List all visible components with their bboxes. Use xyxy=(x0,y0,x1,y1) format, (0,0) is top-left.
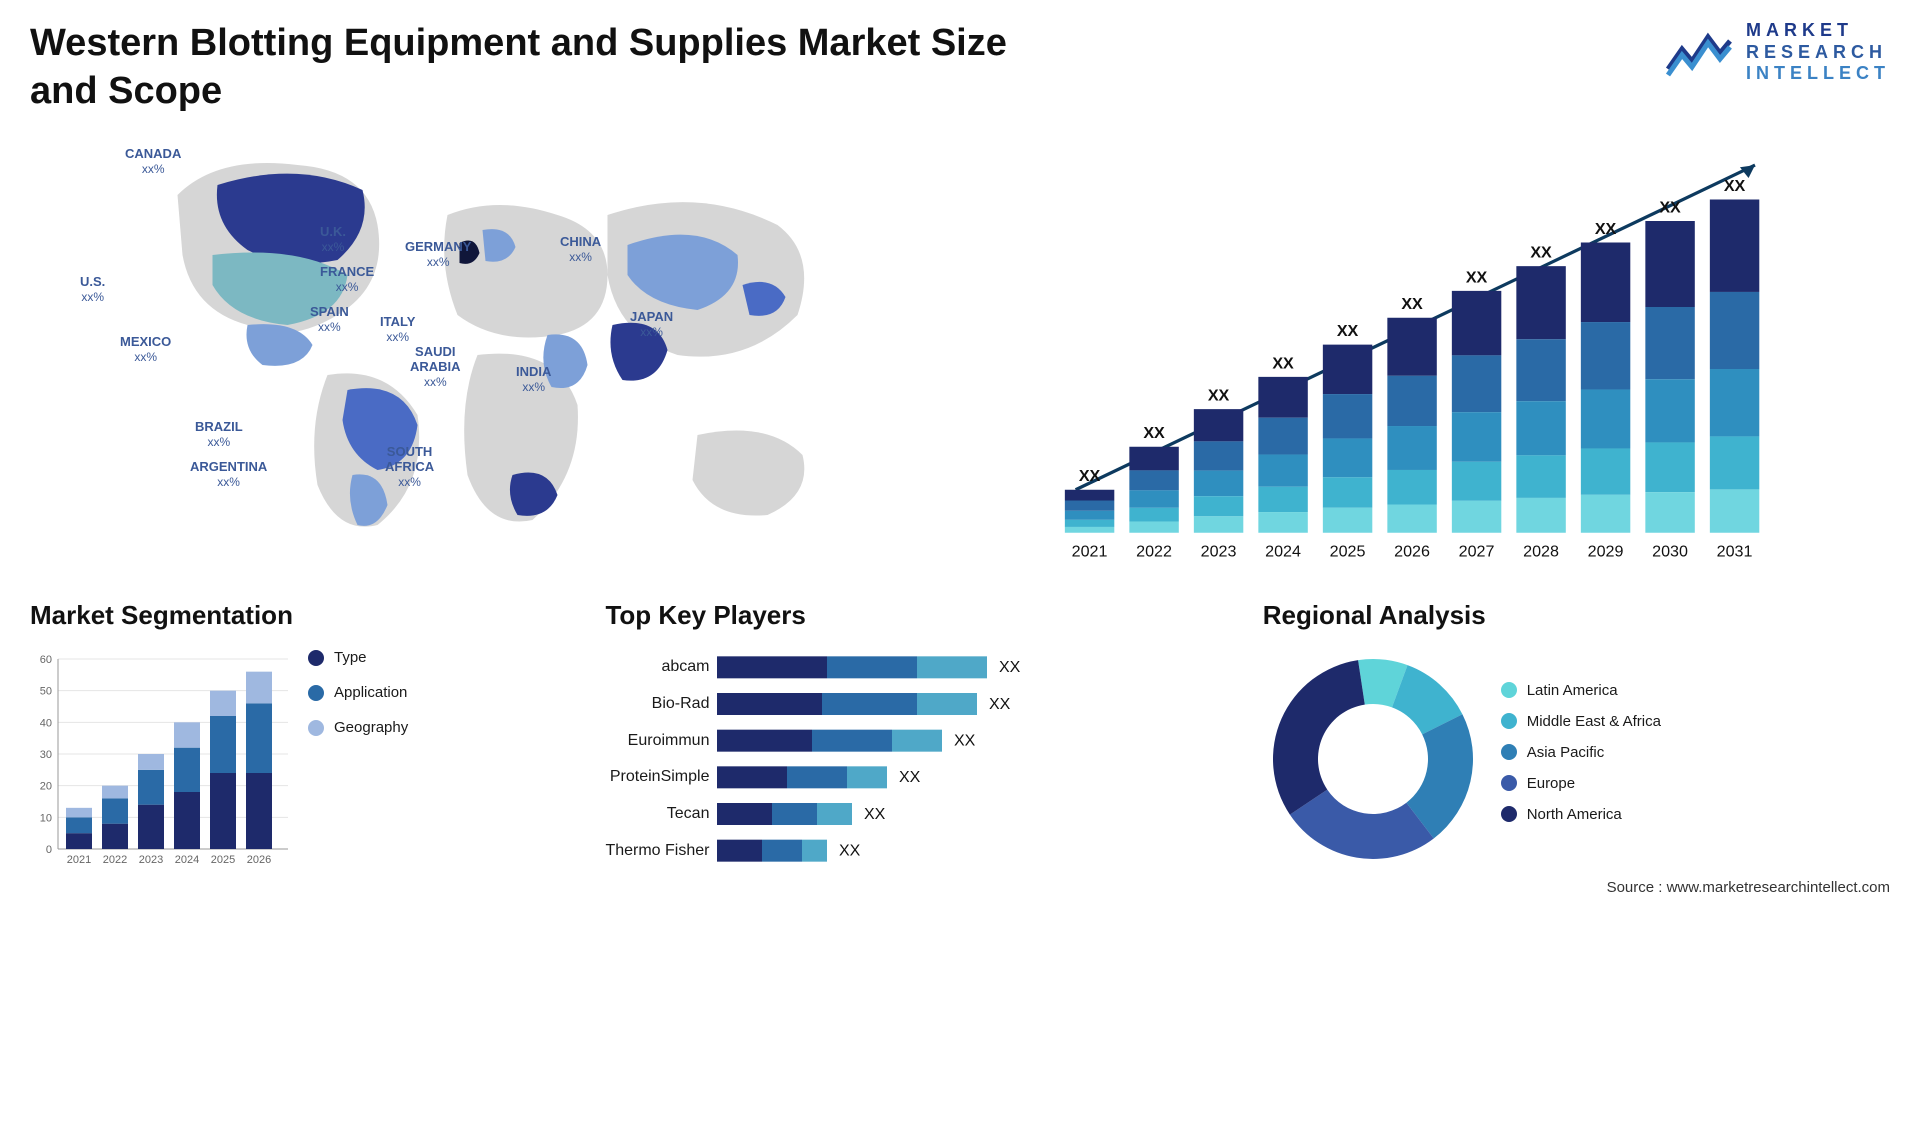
logo-line3: INTELLECT xyxy=(1746,63,1890,85)
svg-text:2030: 2030 xyxy=(1652,542,1688,560)
svg-text:2021: 2021 xyxy=(1072,542,1108,560)
page-title: Western Blotting Equipment and Supplies … xyxy=(30,20,1030,115)
svg-text:2026: 2026 xyxy=(247,854,271,866)
svg-text:XX: XX xyxy=(1143,424,1165,442)
svg-text:2027: 2027 xyxy=(1459,542,1495,560)
map-label: INDIAxx% xyxy=(516,365,551,395)
map-label: CHINAxx% xyxy=(560,235,601,265)
svg-text:XX: XX xyxy=(899,769,921,786)
map-label: ITALYxx% xyxy=(380,315,415,345)
regional-legend: Latin America Middle East & Africa Asia Pa… xyxy=(1501,682,1661,837)
map-label: U.K.xx% xyxy=(320,225,346,255)
legend-item: Latin America xyxy=(1501,682,1661,699)
map-label: U.S.xx% xyxy=(80,275,105,305)
main-bar-svg: XX 2021 XX 2022 XX 2023 XX 2024 XX 2025 XX 2026 XX 20… xyxy=(975,135,1890,565)
svg-text:2022: 2022 xyxy=(103,854,127,866)
svg-text:60: 60 xyxy=(40,654,52,666)
map-label: SAUDIARABIAxx% xyxy=(410,345,461,390)
map-label: FRANCExx% xyxy=(320,265,374,295)
regional-title: Regional Analysis xyxy=(1263,600,1890,631)
svg-text:2026: 2026 xyxy=(1394,542,1430,560)
svg-text:XX: XX xyxy=(1337,322,1359,340)
svg-text:40: 40 xyxy=(40,717,52,729)
legend-item: Type xyxy=(308,649,408,666)
map-label: CANADAxx% xyxy=(125,147,181,177)
svg-text:2021: 2021 xyxy=(67,854,91,866)
svg-text:2028: 2028 xyxy=(1523,542,1559,560)
svg-text:2029: 2029 xyxy=(1588,542,1624,560)
map-label: ARGENTINAxx% xyxy=(190,460,267,490)
source-text: Source : www.marketresearchintellect.com xyxy=(30,879,1890,896)
svg-text:XX: XX xyxy=(999,659,1021,676)
legend-item: Application xyxy=(308,684,408,701)
svg-text:XX: XX xyxy=(1272,354,1294,372)
svg-text:XX: XX xyxy=(1595,220,1617,238)
player-label: Thermo Fisher xyxy=(605,842,709,860)
svg-text:50: 50 xyxy=(40,686,52,698)
segmentation-legend: Type Application Geography xyxy=(308,649,408,869)
segmentation-chart: 0 10 20 30 40 50 60 2021 2022 2023 2024 2025 2026 xyxy=(30,649,290,869)
players-chart: XX XX XX XX XX XX xyxy=(717,649,1057,869)
map-label: BRAZILxx% xyxy=(195,420,243,450)
svg-text:XX: XX xyxy=(1466,268,1488,286)
segmentation-title: Market Segmentation xyxy=(30,600,575,631)
logo-line2: RESEARCH xyxy=(1746,42,1890,64)
map-label: MEXICOxx% xyxy=(120,335,171,365)
logo-icon xyxy=(1664,25,1734,79)
map-label: GERMANYxx% xyxy=(405,240,471,270)
svg-text:XX: XX xyxy=(864,806,886,823)
main-bar-chart: XX 2021 XX 2022 XX 2023 XX 2024 XX 2025 XX 2026 XX 20… xyxy=(975,135,1890,565)
svg-text:XX: XX xyxy=(989,696,1011,713)
regional-donut xyxy=(1263,649,1483,869)
svg-text:2024: 2024 xyxy=(1265,542,1301,560)
svg-text:XX: XX xyxy=(954,733,976,750)
svg-text:10: 10 xyxy=(40,812,52,824)
legend-item: Asia Pacific xyxy=(1501,744,1661,761)
legend-item: Middle East & Africa xyxy=(1501,713,1661,730)
regional-panel: Regional Analysis Latin America Middle Ea… xyxy=(1263,600,1890,869)
svg-text:2025: 2025 xyxy=(211,854,235,866)
top-row: CANADAxx% U.S.xx% MEXICOxx% BRAZILxx% ARGENT… xyxy=(30,135,1890,565)
svg-text:2023: 2023 xyxy=(1201,542,1237,560)
svg-text:30: 30 xyxy=(40,749,52,761)
players-panel: Top Key Players abcam Bio-Rad Euroimmun Pro… xyxy=(605,600,1232,869)
svg-text:XX: XX xyxy=(1530,244,1552,262)
svg-text:2022: 2022 xyxy=(1136,542,1172,560)
legend-item: Europe xyxy=(1501,775,1661,792)
svg-text:2031: 2031 xyxy=(1717,542,1753,560)
svg-text:XX: XX xyxy=(1208,387,1230,405)
bottom-row: Market Segmentation 0 10 20 30 40 50 60 2021 202… xyxy=(30,600,1890,869)
svg-text:2024: 2024 xyxy=(175,854,199,866)
player-label: abcam xyxy=(605,658,709,676)
logo-line1: MARKET xyxy=(1746,20,1890,42)
player-label: Euroimmun xyxy=(605,732,709,750)
svg-text:XX: XX xyxy=(1079,467,1101,485)
player-label: Tecan xyxy=(605,805,709,823)
svg-text:XX: XX xyxy=(839,843,861,860)
map-label: JAPANxx% xyxy=(630,310,673,340)
svg-text:0: 0 xyxy=(46,844,52,856)
legend-item: North America xyxy=(1501,806,1661,823)
header: Western Blotting Equipment and Supplies … xyxy=(30,20,1890,115)
svg-text:2025: 2025 xyxy=(1330,542,1366,560)
player-label: ProteinSimple xyxy=(605,768,709,786)
segmentation-panel: Market Segmentation 0 10 20 30 40 50 60 2021 202… xyxy=(30,600,575,869)
logo: MARKET RESEARCH INTELLECT xyxy=(1664,20,1890,85)
player-label: Bio-Rad xyxy=(605,695,709,713)
players-title: Top Key Players xyxy=(605,600,1232,631)
svg-text:XX: XX xyxy=(1724,177,1746,195)
svg-text:2023: 2023 xyxy=(139,854,163,866)
world-map: CANADAxx% U.S.xx% MEXICOxx% BRAZILxx% ARGENT… xyxy=(30,135,945,565)
svg-text:20: 20 xyxy=(40,781,52,793)
legend-item: Geography xyxy=(308,719,408,736)
map-label: SOUTHAFRICAxx% xyxy=(385,445,434,490)
svg-text:XX: XX xyxy=(1659,198,1681,216)
players-labels: abcam Bio-Rad Euroimmun ProteinSimple Tecan T… xyxy=(605,649,709,869)
map-label: SPAINxx% xyxy=(310,305,349,335)
svg-text:XX: XX xyxy=(1401,295,1423,313)
